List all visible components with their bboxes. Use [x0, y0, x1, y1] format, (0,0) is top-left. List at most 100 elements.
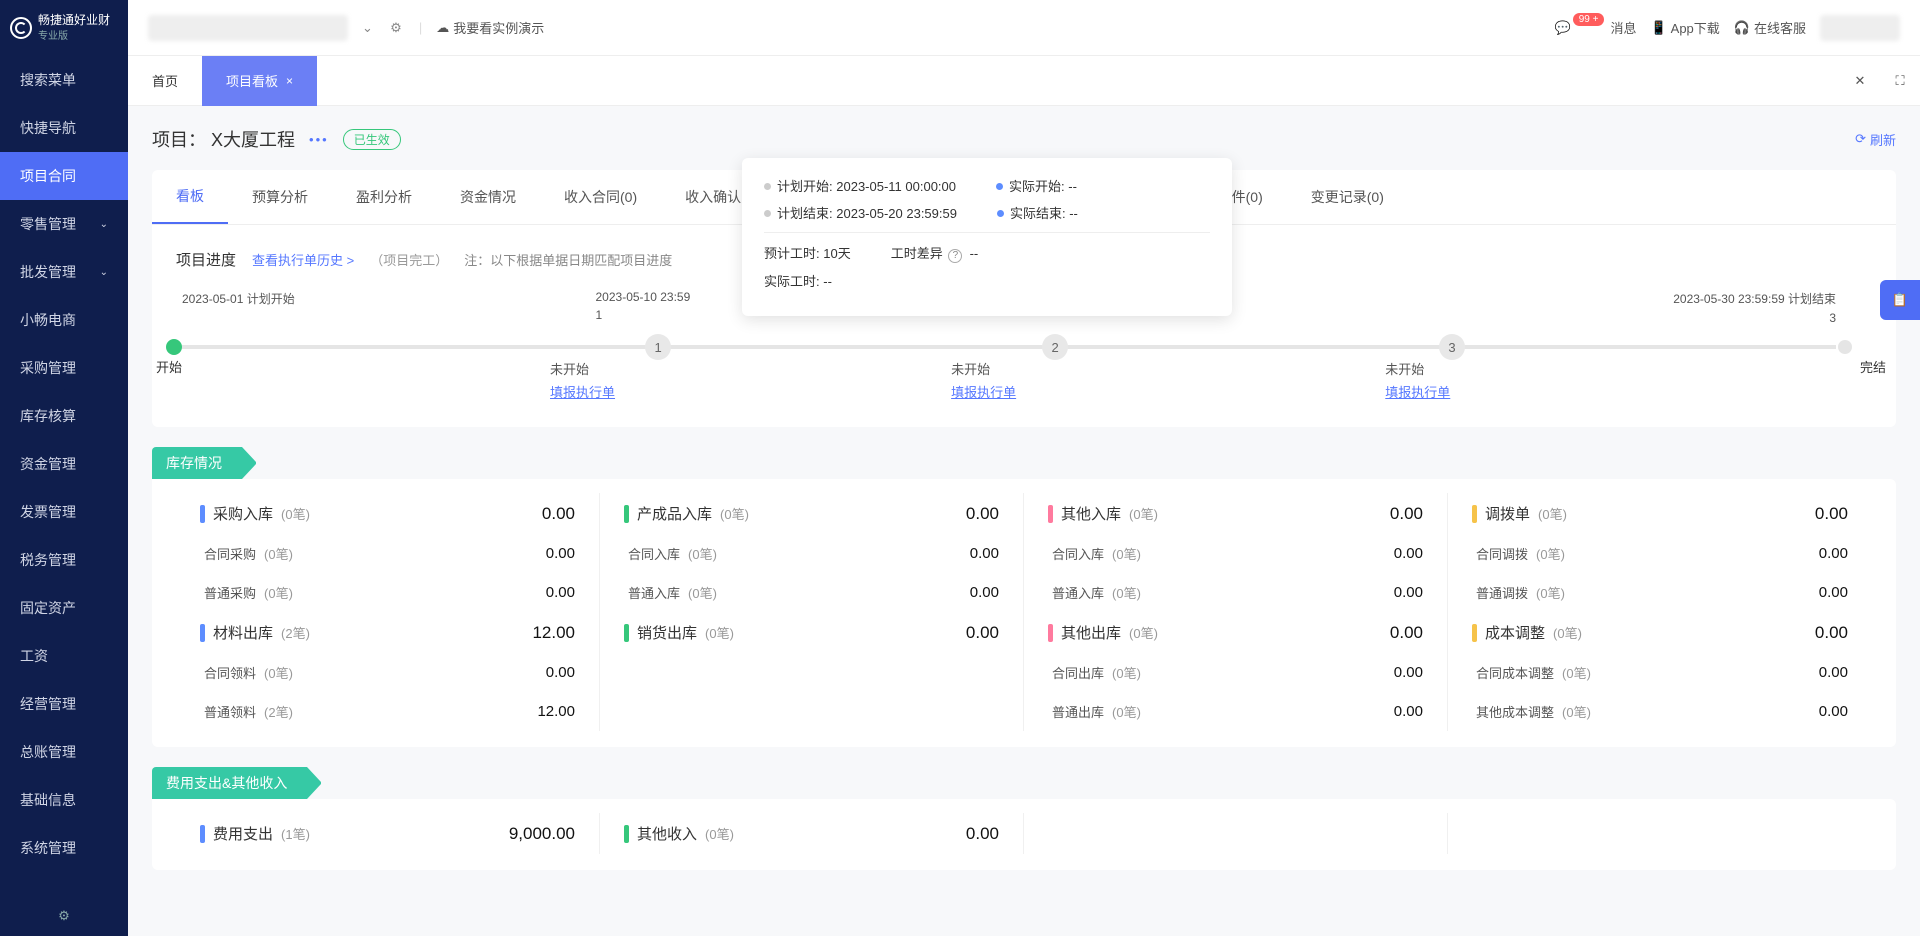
subtab-0[interactable]: 看板: [152, 170, 228, 224]
stat-row[interactable]: 普通领料 (2笔)12.00: [200, 692, 575, 731]
gear-icon[interactable]: ⚙: [387, 19, 405, 37]
stat-row[interactable]: 其他成本调整 (0笔)0.00: [1472, 692, 1848, 731]
sidebar-item-4[interactable]: 批发管理⌄: [0, 248, 128, 296]
sidebar-item-5[interactable]: 小畅电商: [0, 296, 128, 344]
sidebar-item-label: 项目合同: [20, 166, 76, 186]
exp-col-0: 费用支出 (1笔)9,000.00: [176, 813, 600, 854]
app-download-button[interactable]: 📱 App下载: [1650, 18, 1719, 37]
close-icon[interactable]: ×: [286, 74, 293, 88]
sidebar-item-15[interactable]: 基础信息: [0, 776, 128, 824]
node2-status: 未开始: [951, 359, 1402, 378]
stat-row[interactable]: 普通调拨 (0笔)0.00: [1472, 573, 1848, 612]
stat-row[interactable]: 产成品入库 (0笔)0.00: [624, 493, 999, 534]
messages-button[interactable]: 💬 99 + 消息: [1555, 18, 1637, 37]
stat-name: 调拨单: [1485, 503, 1530, 524]
subtab-1[interactable]: 预算分析: [228, 171, 332, 223]
stat-count: (0笔): [264, 544, 293, 563]
stat-row[interactable]: 其他收入 (0笔)0.00: [624, 813, 999, 854]
sidebar-item-11[interactable]: 固定资产: [0, 584, 128, 632]
node-1[interactable]: 1: [645, 334, 671, 360]
stat-row[interactable]: 合同采购 (0笔)0.00: [200, 534, 575, 573]
more-actions[interactable]: •••: [309, 132, 329, 147]
bar-marker-icon: [624, 825, 629, 843]
tab-home[interactable]: 首页: [128, 56, 202, 106]
support-button[interactable]: 🎧 在线客服: [1734, 18, 1806, 37]
node-2[interactable]: 2: [1042, 334, 1068, 360]
helper-floater[interactable]: 📋: [1880, 280, 1920, 320]
demo-button[interactable]: ☁ 我要看实例演示: [436, 18, 544, 37]
logo[interactable]: 畅捷通好业财 专业版: [0, 0, 128, 56]
stat-row[interactable]: 调拨单 (0笔)0.00: [1472, 493, 1848, 534]
stat-row[interactable]: 普通入库 (0笔)0.00: [624, 573, 999, 612]
stat-row[interactable]: 普通出库 (0笔)0.00: [1048, 692, 1423, 731]
stat-count: (0笔): [281, 504, 310, 523]
stat-row[interactable]: 费用支出 (1笔)9,000.00: [200, 813, 575, 854]
stat-name: 其他成本调整: [1476, 702, 1554, 721]
sidebar-item-label: 采购管理: [20, 358, 76, 378]
node1-fill-link[interactable]: 填报执行单: [550, 385, 615, 400]
subtab-2[interactable]: 盈利分析: [332, 171, 436, 223]
refresh-icon: ⟳: [1855, 131, 1866, 147]
stat-name: 普通入库: [628, 583, 680, 602]
sidebar-item-6[interactable]: 采购管理: [0, 344, 128, 392]
sidebar-item-2[interactable]: 项目合同: [0, 152, 128, 200]
sidebar-item-7[interactable]: 库存核算: [0, 392, 128, 440]
fullscreen-toggle[interactable]: ⛶: [1880, 61, 1920, 101]
help-icon[interactable]: ?: [948, 249, 962, 263]
stat-row[interactable]: 普通入库 (0笔)0.00: [1048, 573, 1423, 612]
sidebar-item-13[interactable]: 经营管理: [0, 680, 128, 728]
inv-col-0: 采购入库 (0笔)0.00合同采购 (0笔)0.00普通采购 (0笔)0.00材…: [176, 493, 600, 731]
sidebar-item-0[interactable]: 搜索菜单: [0, 56, 128, 104]
tab-project-board[interactable]: 项目看板 ×: [202, 56, 317, 106]
stat-row[interactable]: 其他出库 (0笔)0.00: [1048, 612, 1423, 653]
subtab-4[interactable]: 收入合同(0): [540, 171, 661, 223]
stat-value: 0.00: [1815, 504, 1848, 524]
user-avatar[interactable]: [1820, 15, 1900, 41]
stat-row[interactable]: 其他入库 (0笔)0.00: [1048, 493, 1423, 534]
stat-count: (0笔): [264, 663, 293, 682]
sidebar-item-10[interactable]: 税务管理: [0, 536, 128, 584]
bar-marker-icon: [1472, 624, 1477, 642]
plan-start-value: 2023-05-11 00:00:00: [836, 179, 956, 194]
sidebar-item-3[interactable]: 零售管理⌄: [0, 200, 128, 248]
logo-subtext: 专业版: [38, 27, 110, 42]
refresh-button[interactable]: ⟳ 刷新: [1855, 130, 1896, 149]
node2-fill-link[interactable]: 填报执行单: [951, 385, 1016, 400]
progress-note: 注：以下根据单据日期匹配项目进度: [464, 250, 672, 269]
stat-row[interactable]: 销货出库 (0笔)0.00: [624, 612, 999, 653]
stat-row[interactable]: 采购入库 (0笔)0.00: [200, 493, 575, 534]
sidebar-item-14[interactable]: 总账管理: [0, 728, 128, 776]
sidebar-settings[interactable]: ⚙: [0, 896, 128, 936]
subtab-3[interactable]: 资金情况: [436, 171, 540, 223]
sidebar-item-1[interactable]: 快捷导航: [0, 104, 128, 152]
stat-row[interactable]: 合同出库 (0笔)0.00: [1048, 653, 1423, 692]
org-selector[interactable]: [148, 15, 348, 41]
sidebar-item-label: 固定资产: [20, 598, 76, 618]
sidebar-item-12[interactable]: 工资: [0, 632, 128, 680]
stat-row[interactable]: 合同成本调整 (0笔)0.00: [1472, 653, 1848, 692]
actual-hours-label: 实际工时:: [764, 274, 820, 289]
stat-row[interactable]: 合同入库 (0笔)0.00: [624, 534, 999, 573]
sidebar-item-label: 批发管理: [20, 262, 76, 282]
sidebar-item-9[interactable]: 发票管理: [0, 488, 128, 536]
stat-value: 0.00: [1819, 545, 1848, 562]
stat-row[interactable]: 合同调拨 (0笔)0.00: [1472, 534, 1848, 573]
sidebar-item-label: 零售管理: [20, 214, 76, 234]
sidebar-item-16[interactable]: 系统管理: [0, 824, 128, 872]
history-link[interactable]: 查看执行单历史 >: [252, 250, 354, 269]
stat-row[interactable]: 合同领料 (0笔)0.00: [200, 653, 575, 692]
node-3[interactable]: 3: [1439, 334, 1465, 360]
stat-row[interactable]: 合同入库 (0笔)0.00: [1048, 534, 1423, 573]
sidebar-item-8[interactable]: 资金管理: [0, 440, 128, 488]
title-prefix: 项目：: [152, 130, 206, 150]
stat-name: 成本调整: [1485, 622, 1545, 643]
stat-row[interactable]: 普通采购 (0笔)0.00: [200, 573, 575, 612]
subtab-11[interactable]: 变更记录(0): [1287, 171, 1408, 223]
chevron-down-icon[interactable]: ⌄: [362, 20, 373, 36]
stat-row[interactable]: 成本调整 (0笔)0.00: [1472, 612, 1848, 653]
close-all-tabs[interactable]: ✕: [1840, 61, 1880, 101]
node3-fill-link[interactable]: 填报执行单: [1385, 385, 1450, 400]
exp-col-1: 其他收入 (0笔)0.00: [600, 813, 1024, 854]
stat-value: 0.00: [970, 545, 999, 562]
stat-row[interactable]: 材料出库 (2笔)12.00: [200, 612, 575, 653]
